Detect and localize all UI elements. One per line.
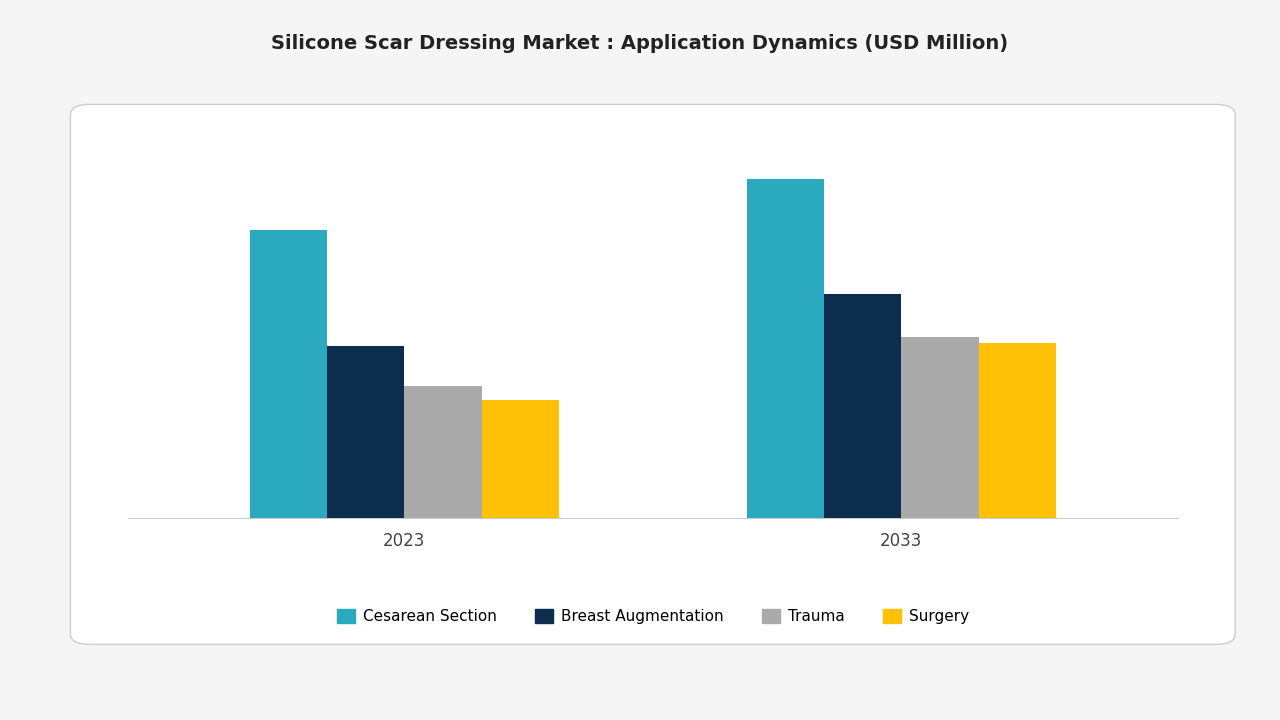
Bar [404,386,481,518]
Bar [250,230,326,518]
Bar [901,337,979,518]
Bar [979,343,1056,518]
Bar [326,346,404,518]
Bar [481,400,559,518]
Bar [746,179,824,518]
Bar [824,294,901,518]
Legend: Cesarean Section, Breast Augmentation, Trauma, Surgery: Cesarean Section, Breast Augmentation, T… [329,601,977,631]
Text: Silicone Scar Dressing Market : Application Dynamics (USD Million): Silicone Scar Dressing Market : Applicat… [271,34,1009,53]
